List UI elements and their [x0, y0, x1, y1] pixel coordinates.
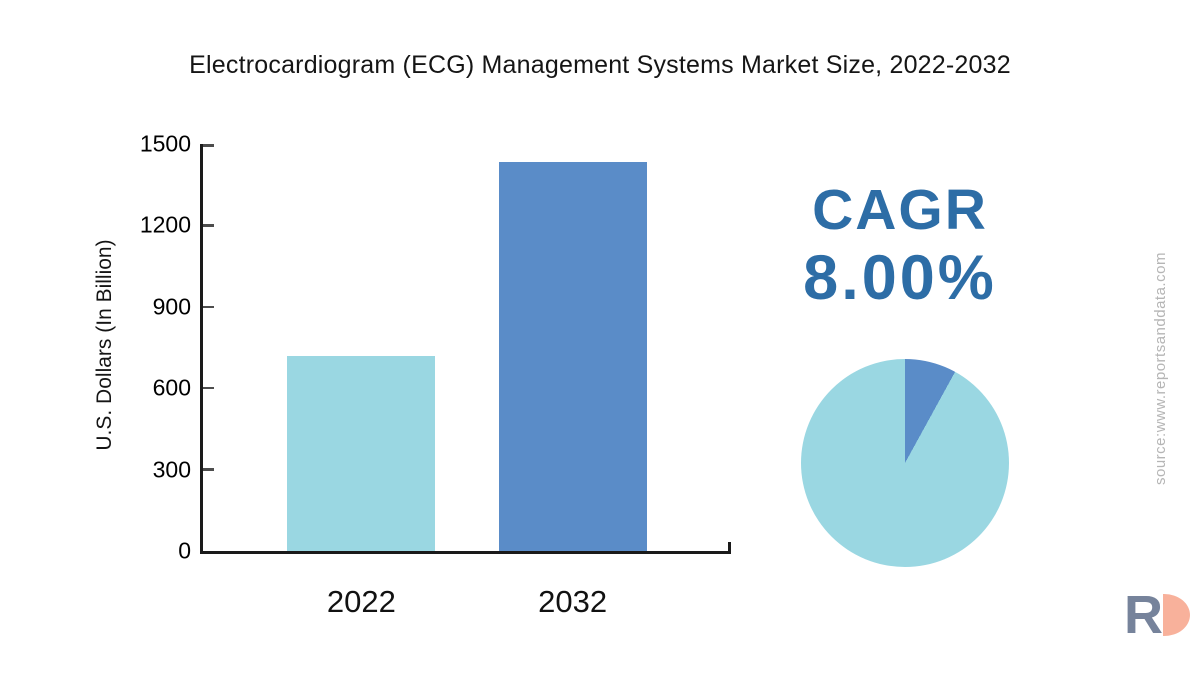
y-tick-label: 600	[152, 374, 191, 401]
y-tick-label: 0	[178, 537, 191, 564]
y-tick-mark	[203, 305, 214, 309]
y-tick-label: 900	[152, 293, 191, 320]
x-tick-label: 2022	[326, 584, 396, 619]
cagr-block: CAGR 8.00%	[750, 180, 1050, 311]
x-axis-end-tick	[728, 542, 731, 551]
source-attribution: source:www.reportsanddata.com	[1152, 252, 1169, 485]
y-tick-label: 300	[152, 456, 191, 483]
cagr-label: CAGR	[812, 178, 988, 242]
cagr-pie-chart	[801, 359, 1009, 567]
plot-area: 0 300 600 900 1200 1500 2022 2032	[140, 131, 731, 619]
y-tick-mark	[203, 468, 214, 471]
y-tick-mark	[203, 386, 214, 390]
cagr-value: 8.00%	[803, 243, 997, 313]
bar-2032	[498, 161, 647, 551]
x-tick-label: 2032	[538, 584, 608, 619]
y-tick-label: 1500	[139, 130, 191, 157]
reportsanddata-logo: R	[1124, 585, 1190, 645]
logo-letter-r: R	[1124, 585, 1163, 645]
logo-d-icon	[1163, 594, 1190, 636]
y-tick-label: 1200	[139, 211, 191, 238]
chart-title: Electrocardiogram (ECG) Management Syste…	[189, 51, 1011, 79]
y-tick-mark	[203, 144, 214, 147]
y-tick-mark	[203, 224, 214, 227]
y-axis-title: U.S. Dollars (In Billion)	[93, 239, 116, 451]
bar-2022	[287, 355, 436, 551]
